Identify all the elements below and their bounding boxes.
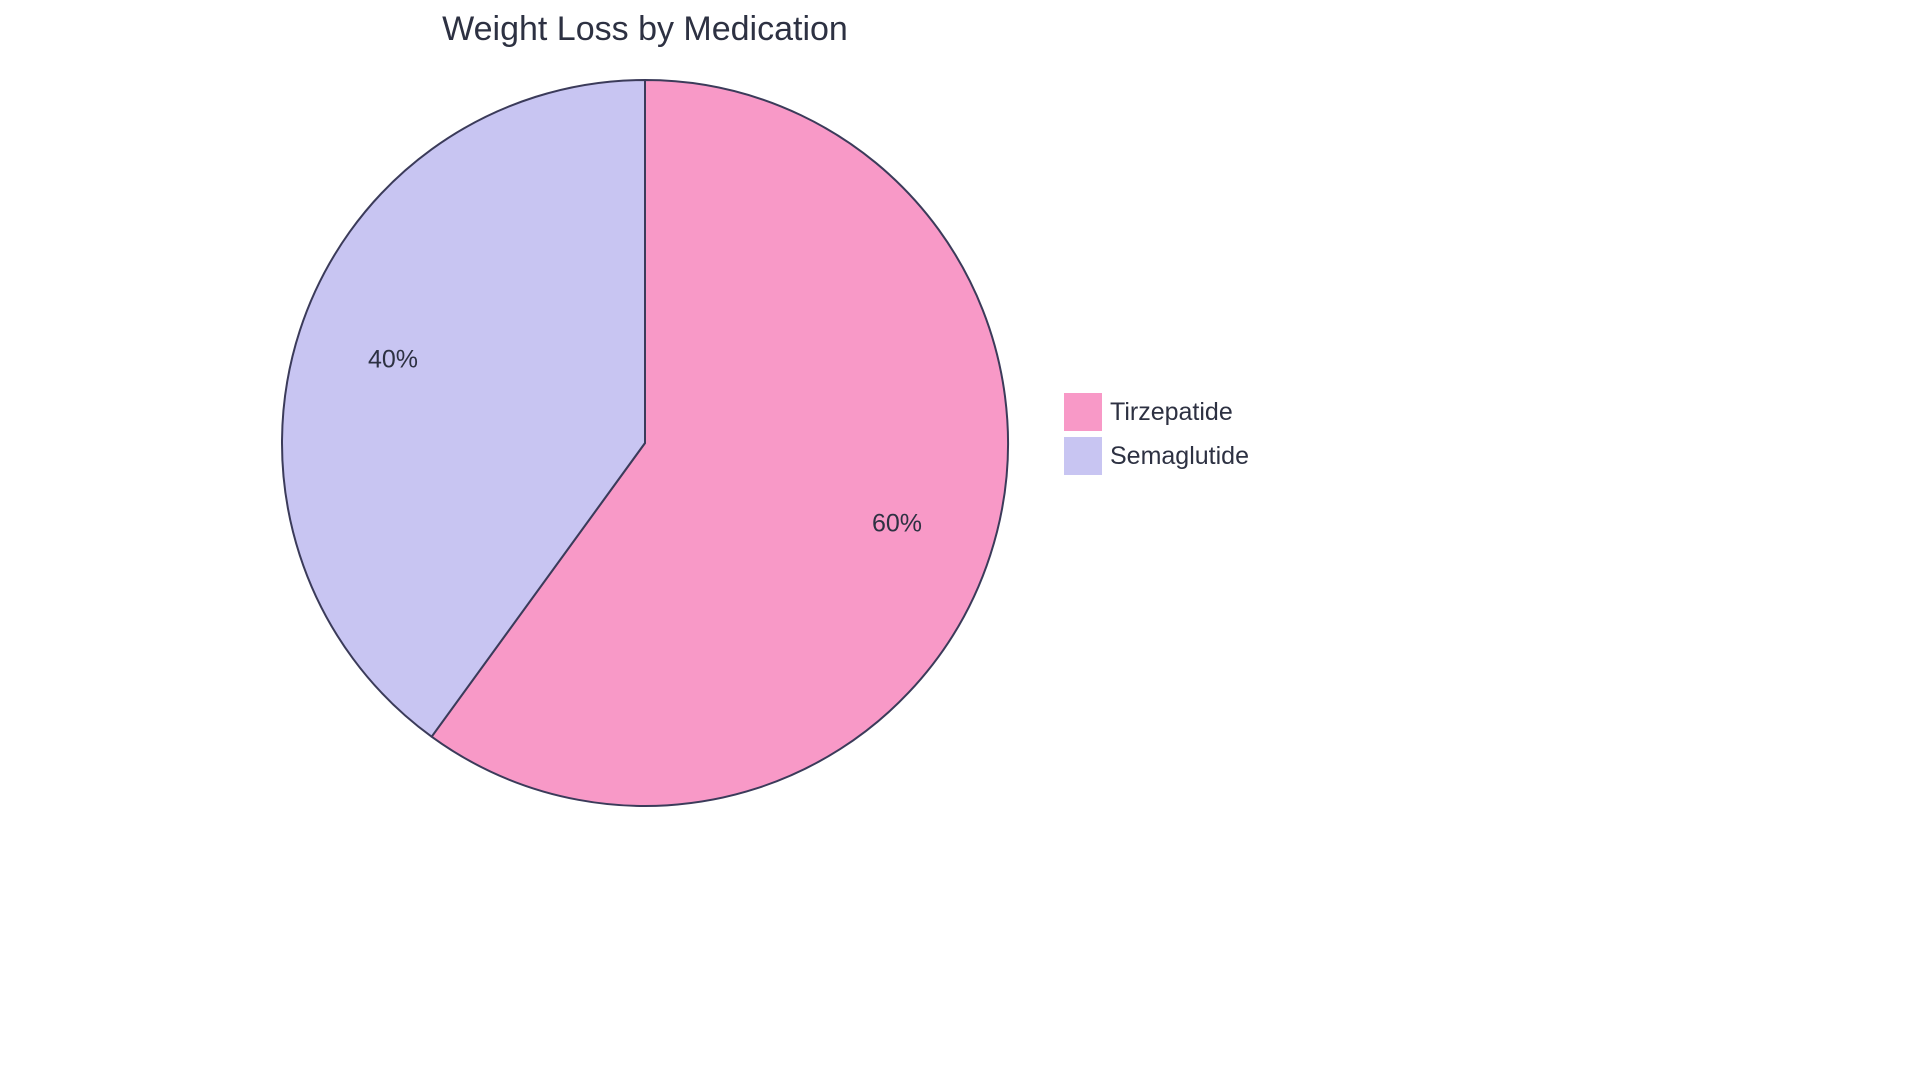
legend-swatch-tirzepatide (1064, 393, 1102, 431)
legend-label-tirzepatide: Tirzepatide (1110, 397, 1233, 426)
slice-percent-label-tirzepatide: 60% (872, 510, 922, 538)
legend-label-semaglutide: Semaglutide (1110, 441, 1249, 470)
pie-slice-tirzepatide[interactable] (430, 79, 1009, 807)
legend-item-tirzepatide[interactable]: Tirzepatide (1064, 393, 1249, 431)
legend-item-semaglutide[interactable]: Semaglutide (1064, 437, 1249, 475)
slice-percent-label-semaglutide: 40% (368, 346, 418, 374)
pie-slice-semaglutide[interactable] (281, 79, 646, 738)
legend-swatch-semaglutide (1064, 437, 1102, 475)
legend: Tirzepatide Semaglutide (1064, 393, 1249, 475)
chart-title: Weight Loss by Medication (442, 10, 848, 48)
